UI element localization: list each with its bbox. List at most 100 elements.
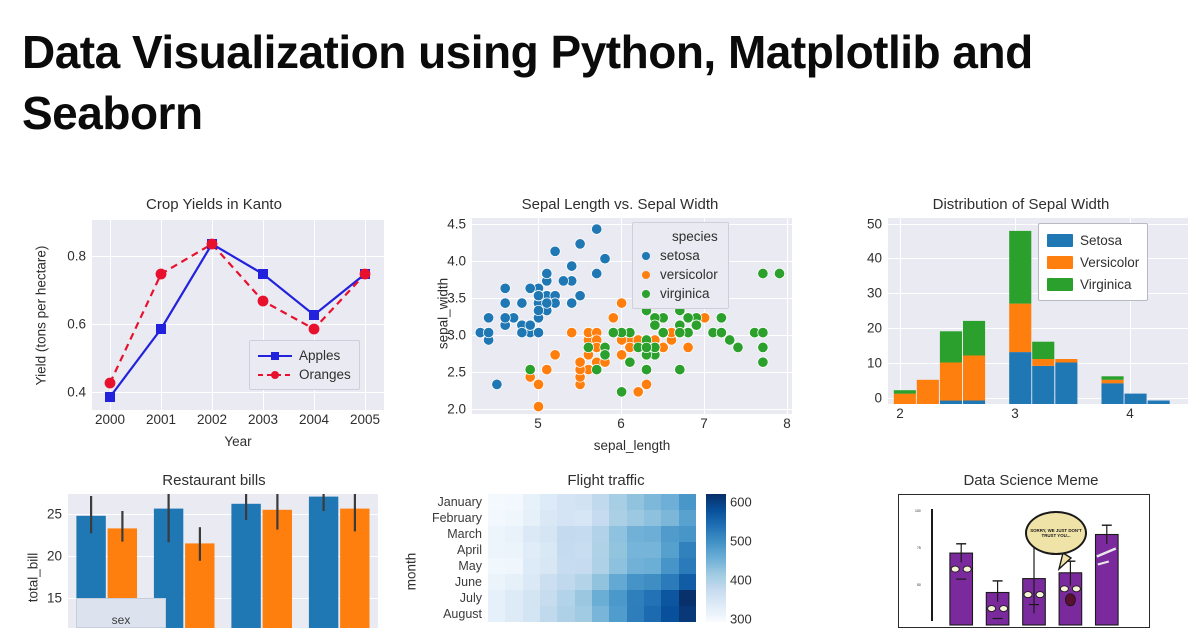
heatmap-cell xyxy=(643,574,662,590)
legend-label: Virginica xyxy=(1080,276,1132,292)
y-tick: 30 xyxy=(866,285,882,301)
y-tick: 20 xyxy=(46,548,62,564)
heatmap-cell xyxy=(661,510,679,526)
x-tick: 2003 xyxy=(247,412,279,427)
legend-item-oranges: Oranges xyxy=(258,365,351,384)
page-title: Data Visualization using Python, Matplot… xyxy=(22,26,1033,139)
heatmap-cell xyxy=(609,510,627,526)
heatmap-cell xyxy=(591,558,610,574)
month-label: July xyxy=(459,591,482,605)
heatmap-cell xyxy=(609,590,627,606)
legend-item-virginica: virginica xyxy=(641,284,718,303)
heatmap-cell xyxy=(522,558,540,574)
heatmap-row xyxy=(488,542,696,558)
heatmap-cell xyxy=(505,542,523,558)
heatmap-row xyxy=(488,574,696,590)
heatmap-cell xyxy=(539,510,558,526)
heatmap-cell xyxy=(522,542,540,558)
setosa-swatch xyxy=(1047,233,1073,247)
y-tick: 0.6 xyxy=(67,316,86,332)
heatmap-cell xyxy=(678,542,696,558)
heatmap-cell xyxy=(643,542,662,558)
legend-sepal-scatter: species setosa versicolor xyxy=(632,222,729,309)
y-tick: 10 xyxy=(866,355,882,371)
heatmap-cell xyxy=(522,494,540,510)
legend-item-setosa: Setosa xyxy=(1047,229,1139,251)
x-tick: 4 xyxy=(1126,406,1134,421)
meme-speech-bubble: SORRY, WE JUST DON'T TRUST YOU... xyxy=(1025,511,1087,555)
figure-grid: Crop Yields in Kanto Yield (tons per hec… xyxy=(0,196,1200,628)
heatmap-row xyxy=(488,494,696,510)
plot-area-sepal-scatter: species setosa versicolor xyxy=(472,218,792,414)
heatmap-grid xyxy=(488,494,696,622)
heatmap-cell xyxy=(574,606,592,622)
heatmap-cell xyxy=(557,494,575,510)
legend-label: virginica xyxy=(660,286,710,301)
heatmap-cell xyxy=(591,542,610,558)
heatmap-cell xyxy=(626,510,644,526)
heatmap-cell xyxy=(678,526,696,542)
legend-label: setosa xyxy=(660,248,700,263)
x-tick: 7 xyxy=(700,416,708,431)
colorbar-tick: 400 xyxy=(730,572,752,588)
month-label: January xyxy=(437,495,482,509)
heatmap-cell xyxy=(488,574,506,590)
heatmap-cell xyxy=(678,558,696,574)
chart-sepal-scatter: Sepal Length vs. Sepal Width sepal_width… xyxy=(424,196,816,464)
heatmap-cell xyxy=(505,574,523,590)
setosa-dot-swatch xyxy=(641,251,653,260)
chart-data-science-meme: Data Science Meme 100 75 50 SORRY, WE JU… xyxy=(866,472,1196,628)
legend-item-virginica: Virginica xyxy=(1047,273,1139,295)
heatmap-cell xyxy=(539,606,558,622)
heatmap-cell xyxy=(609,558,627,574)
legend-label: Apples xyxy=(299,348,341,363)
heatmap-cell xyxy=(539,590,558,606)
colorbar-tick: 300 xyxy=(730,611,752,627)
heatmap-cell xyxy=(557,606,575,622)
x-axis-label-sepal-scatter: sepal_length xyxy=(593,438,671,453)
heatmap-cell xyxy=(591,526,610,542)
heatmap-cell xyxy=(522,574,540,590)
legend-item-setosa: setosa xyxy=(641,246,718,265)
heatmap-cell xyxy=(488,510,506,526)
chart-crop-yields: Crop Yields in Kanto Yield (tons per hec… xyxy=(18,196,410,464)
heatmap-cell xyxy=(609,542,627,558)
y-tick: 3.0 xyxy=(447,327,466,343)
heatmap-cell xyxy=(678,606,696,622)
chart-title-sepal-scatter: Sepal Length vs. Sepal Width xyxy=(521,196,719,213)
heatmap-cell xyxy=(661,494,679,510)
month-label: April xyxy=(456,543,482,557)
heatmap-cell xyxy=(661,558,679,574)
heatmap-cell xyxy=(643,590,662,606)
heatmap-cell xyxy=(557,558,575,574)
chart-title-restaurant-bills: Restaurant bills xyxy=(162,472,266,489)
plot-area-restaurant-bills: sex xyxy=(68,494,378,628)
heatmap-cell xyxy=(591,606,610,622)
chart-title-sepal-width-hist: Distribution of Sepal Width xyxy=(932,196,1110,213)
y-tick: 0.8 xyxy=(67,248,86,264)
heatmap-row xyxy=(488,606,696,622)
heatmap-cell xyxy=(574,494,592,510)
apples-line-swatch xyxy=(258,350,292,362)
heatmap-cell xyxy=(626,494,644,510)
chart-flight-traffic: Flight traffic month January February Marc… xyxy=(400,472,812,628)
heatmap-cell xyxy=(522,510,540,526)
heatmap-cell xyxy=(522,590,540,606)
x-tick: 2000 xyxy=(94,412,126,427)
heatmap-cell xyxy=(678,510,696,526)
meme-y-tick: 100 xyxy=(915,509,921,513)
heatmap-cell xyxy=(678,574,696,590)
heatmap-cell xyxy=(678,494,696,510)
heatmap-cell xyxy=(574,574,592,590)
heatmap-cell xyxy=(678,590,696,606)
heatmap-cell xyxy=(557,590,575,606)
heatmap-cell xyxy=(505,510,523,526)
heatmap-cell xyxy=(626,574,644,590)
y-tick: 40 xyxy=(866,250,882,266)
chart-title-crop-yields: Crop Yields in Kanto xyxy=(146,196,282,213)
heatmap-cell xyxy=(488,590,506,606)
chart-sepal-width-hist: Distribution of Sepal Width 50 40 30 20 … xyxy=(848,196,1194,464)
meme-bars-svg xyxy=(949,524,1119,626)
legend-restaurant-bills: sex xyxy=(76,598,166,628)
